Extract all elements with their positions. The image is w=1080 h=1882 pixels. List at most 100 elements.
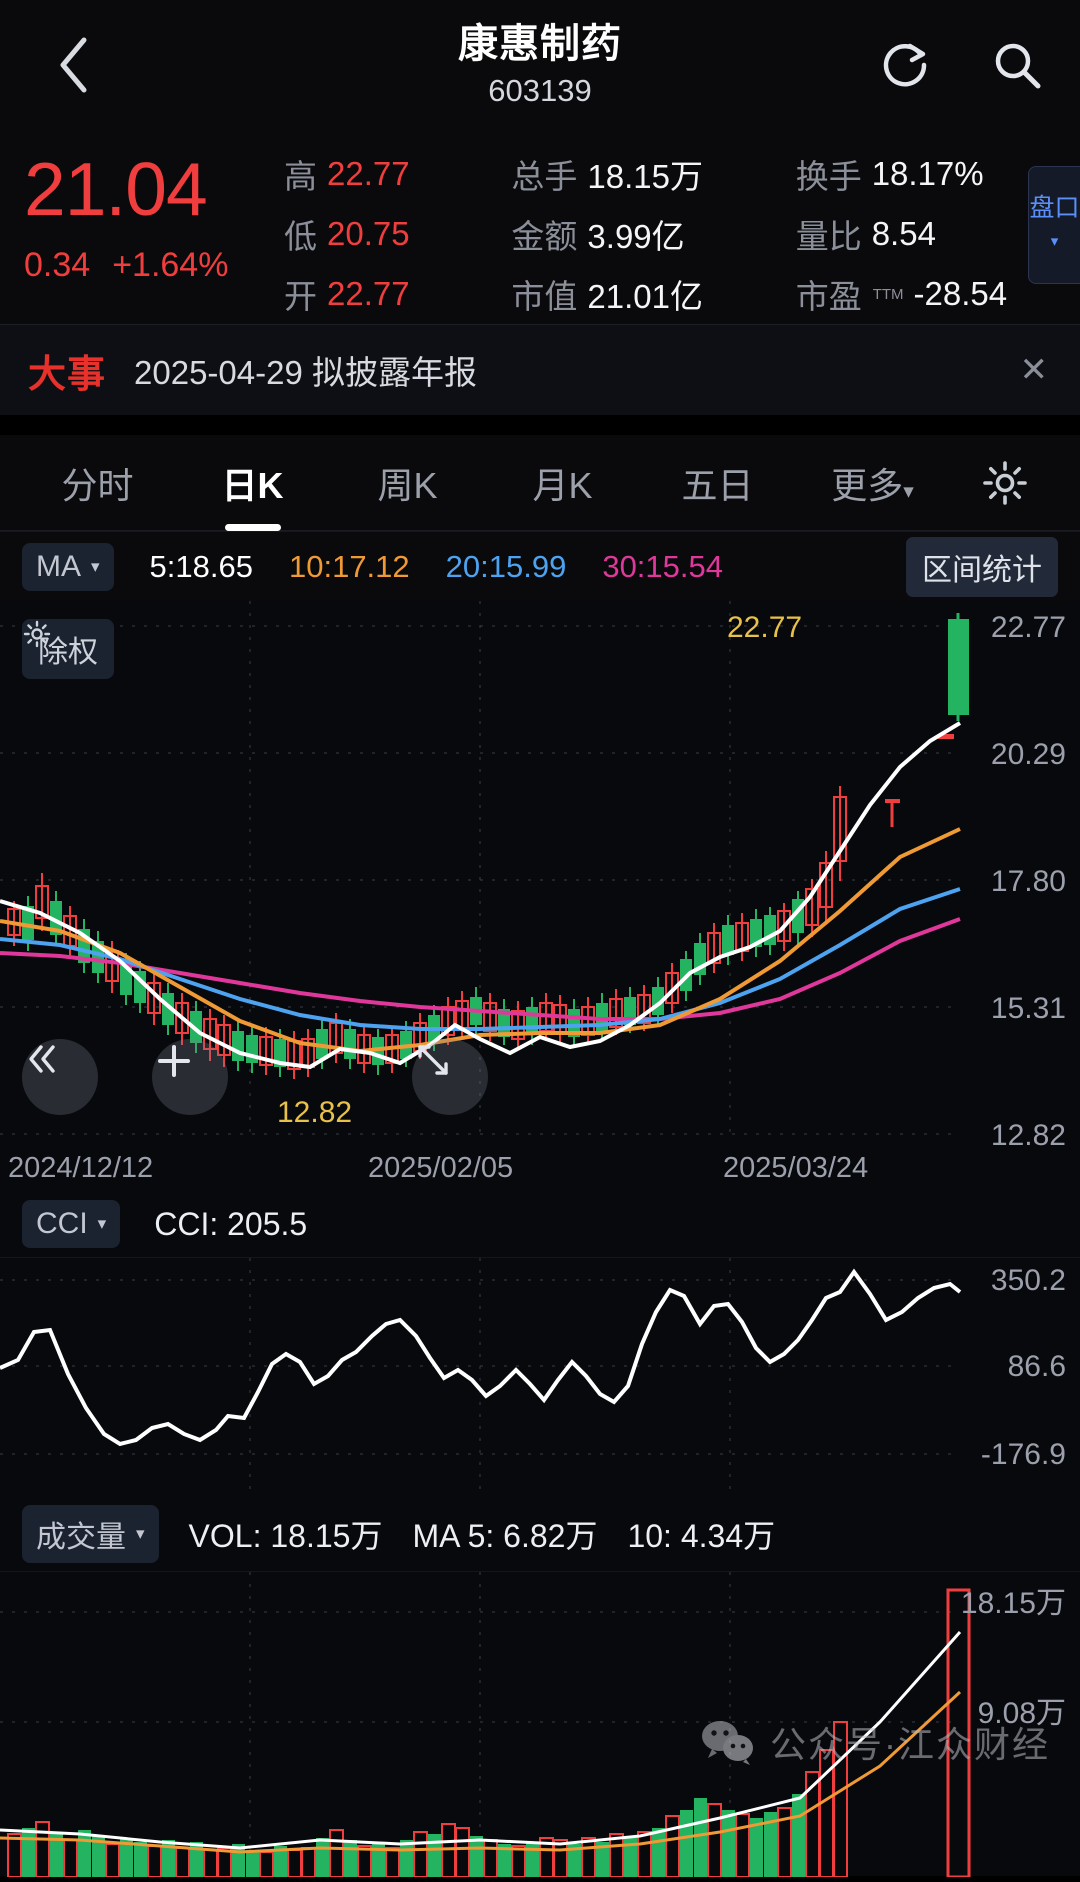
ma5-line	[0, 721, 962, 1070]
volume-chart[interactable]: 18.15万 9.08万	[0, 1571, 1080, 1879]
stat-label: 换手	[795, 158, 862, 195]
tab-five-day[interactable]: 五日	[640, 457, 795, 509]
plus-icon	[158, 1045, 190, 1077]
gear-icon	[983, 460, 1027, 505]
stat-value: 21.01亿	[587, 278, 704, 315]
x-axis-tick-0: 2024/12/12	[8, 1152, 154, 1184]
stat-value: 20.75	[327, 215, 410, 252]
y-axis-tick-3: 15.31	[990, 992, 1066, 1025]
last-price: 21.04	[24, 147, 208, 231]
cci-chart[interactable]: 350.2 86.6 -176.9	[0, 1257, 1080, 1498]
ma-chip-label: MA	[36, 549, 81, 583]
ma20-line	[0, 887, 961, 1031]
volume-readout: VOL: 18.15万	[188, 1518, 383, 1554]
x-axis-tick-1: 2025/02/05	[368, 1152, 514, 1184]
volume-y-tick-0: 18.15万	[960, 1587, 1066, 1620]
adjust-price-button[interactable]: 除权	[22, 619, 114, 679]
chevron-down-icon: ▾	[1050, 233, 1059, 250]
candlestick-chart[interactable]: 除权 22.77 20.29 17.80 15.31 12.82 22.77 1…	[0, 601, 1080, 1191]
order-book-label: 盘口	[1029, 194, 1080, 222]
stat-open: 开 22.77	[284, 264, 511, 324]
range-statistics-button[interactable]: 区间统计	[906, 536, 1058, 597]
expand-chart-button[interactable]	[412, 1039, 488, 1115]
tab-label: 更多	[831, 464, 904, 506]
double-chevron-left-icon	[29, 1045, 55, 1073]
adjust-price-label: 除权	[38, 636, 98, 669]
price-change-percent: +1.64%	[112, 246, 229, 284]
stat-label: 量比	[795, 218, 862, 255]
volume-ma10-readout: 10: 4.34万	[627, 1518, 776, 1554]
scroll-left-button[interactable]	[22, 1039, 98, 1115]
tab-label: 月K	[532, 464, 593, 506]
close-icon[interactable]: ✕	[1019, 351, 1049, 389]
cci-indicator-row: CCI ▾ CCI: 205.5	[0, 1191, 1080, 1257]
stat-amount: 金额 3.99亿	[511, 204, 795, 264]
stock-code: 603139	[488, 73, 592, 108]
period-high-marker: 22.77	[727, 611, 803, 644]
cci-chip-label: CCI	[36, 1207, 88, 1240]
stock-title-group: 康惠制药 603139	[0, 24, 1080, 106]
expand-arrows-icon	[418, 1045, 448, 1075]
stat-label: 开	[284, 278, 317, 315]
tab-label: 日K	[221, 464, 284, 506]
chart-settings-button[interactable]	[950, 458, 1060, 508]
ma-selector-chip[interactable]: MA ▾	[22, 542, 114, 591]
ma5-value: 5:18.65	[149, 548, 253, 584]
news-text: 2025-04-29 拟披露年报	[134, 354, 477, 391]
search-button[interactable]	[980, 28, 1054, 102]
nav-actions	[868, 28, 1054, 102]
cci-chart-canvas	[0, 1258, 962, 1498]
cci-y-tick-2: -176.9	[980, 1438, 1066, 1471]
zoom-in-button[interactable]	[152, 1039, 228, 1115]
stat-total-volume: 总手 18.15万	[511, 144, 795, 204]
y-axis-tick-1: 20.29	[990, 738, 1066, 771]
price-change: 0.34	[24, 246, 91, 284]
stat-low: 低 20.75	[284, 204, 511, 264]
tab-intraday[interactable]: 分时	[20, 457, 175, 509]
section-divider	[0, 415, 1080, 435]
chevron-down-icon: ▾	[97, 1214, 107, 1233]
search-icon	[995, 43, 1041, 89]
back-button[interactable]	[38, 30, 108, 100]
tab-daily-k[interactable]: 日K	[175, 457, 330, 531]
quote-panel: 21.04 0.34 +1.64% 高 22.77 总手 18.15万 换手 18.1…	[0, 130, 1080, 325]
cci-y-tick-1: 86.6	[1007, 1350, 1066, 1383]
tab-label: 五日	[681, 464, 754, 506]
stat-market-cap: 市值 21.01亿	[511, 264, 795, 324]
stat-superscript: TTM	[872, 285, 904, 303]
refresh-button[interactable]	[868, 28, 942, 102]
stat-label: 市盈	[795, 278, 862, 315]
volume-chart-canvas	[0, 1572, 971, 1879]
cci-selector-chip[interactable]: CCI ▾	[22, 1200, 121, 1248]
stat-label: 市值	[511, 278, 578, 315]
volume-y-tick-1: 9.08万	[977, 1697, 1066, 1730]
news-tag: 大事	[28, 353, 107, 396]
period-low-marker: 12.82	[277, 1096, 353, 1129]
news-banner[interactable]: 大事 2025-04-29 拟披露年报 ✕	[0, 325, 1080, 415]
chevron-left-icon	[60, 37, 87, 93]
gear-icon	[23, 620, 51, 648]
stat-pe-ratio: 市盈 TTM -28.54	[796, 264, 1080, 324]
tab-monthly-k[interactable]: 月K	[485, 457, 640, 509]
chevron-down-icon: ▾	[903, 479, 914, 503]
volume-selector-chip[interactable]: 成交量 ▾	[22, 1505, 159, 1563]
tab-more[interactable]: 更多▾	[795, 457, 950, 509]
ma-indicator-row: MA ▾ 5:18.65 10:17.12 20:15.99 30:15.54 …	[0, 531, 1080, 601]
chart-period-tabs: 分时 日K 周K 月K 五日 更多▾	[0, 435, 1080, 531]
stat-label: 高	[284, 158, 317, 195]
stat-high: 高 22.77	[284, 144, 511, 204]
chevron-down-icon: ▾	[136, 1524, 145, 1543]
y-axis-tick-4: 12.82	[990, 1119, 1066, 1152]
cci-y-tick-0: 350.2	[990, 1264, 1066, 1297]
candle-series	[7, 613, 969, 1079]
y-axis-tick-2: 17.80	[990, 865, 1066, 898]
cci-readout: CCI: 205.5	[154, 1205, 308, 1242]
stat-label: 低	[284, 218, 317, 255]
stat-value: 18.17%	[871, 155, 984, 192]
tab-label: 分时	[61, 464, 134, 506]
active-tab-indicator	[224, 523, 281, 531]
stat-value: -28.54	[913, 275, 1008, 312]
tab-weekly-k[interactable]: 周K	[330, 457, 485, 509]
stat-turnover-rate: 换手 18.17%	[796, 144, 1080, 204]
order-book-tab[interactable]: 盘口 ▾	[1028, 166, 1080, 284]
